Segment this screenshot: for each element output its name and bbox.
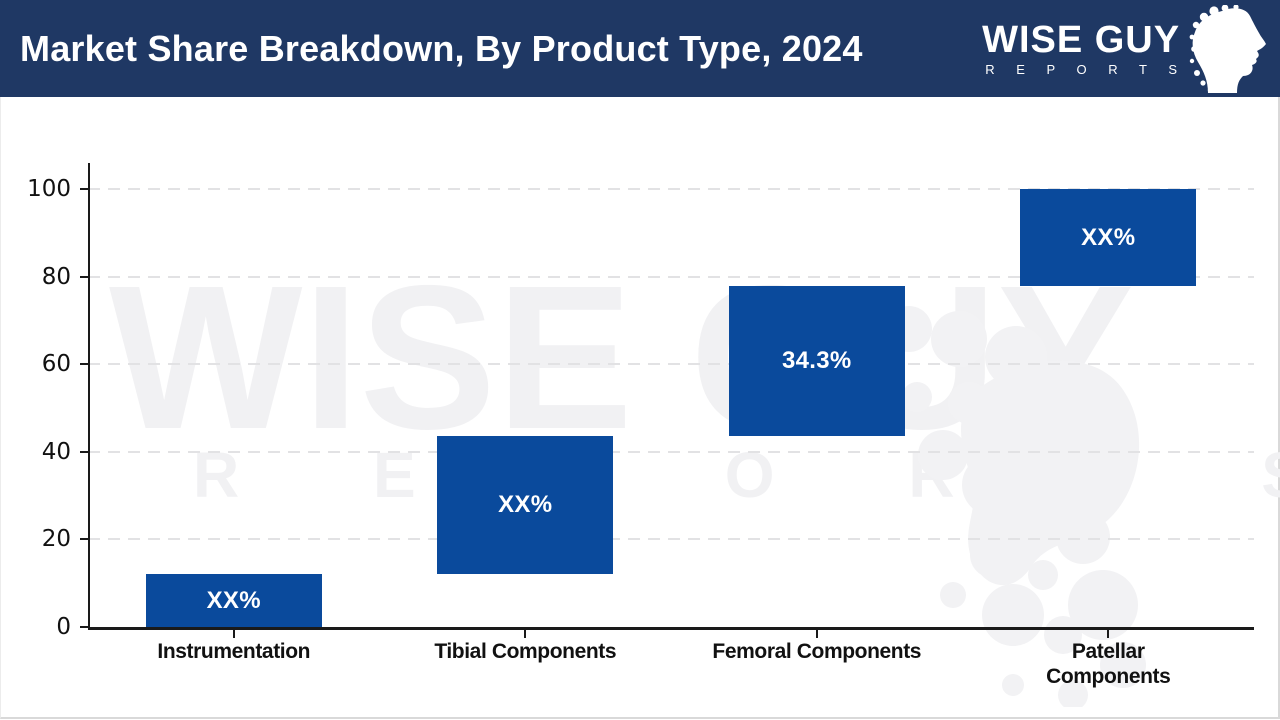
- y-tick-label: 80: [41, 263, 71, 290]
- bar-segment: XX%: [145, 574, 322, 627]
- x-tick-mark: [1107, 630, 1110, 638]
- y-tick-label: 100: [27, 176, 71, 202]
- bar-value-label: XX%: [498, 491, 553, 519]
- y-tick-label: 40: [41, 438, 71, 465]
- y-axis-line: [88, 163, 90, 630]
- bar-segment: XX%: [1020, 189, 1197, 287]
- y-gridline: [88, 188, 1254, 190]
- y-tick-label: 0: [56, 614, 71, 640]
- bar-segment: 34.3%: [728, 286, 905, 437]
- x-tick-mark: [524, 630, 527, 638]
- y-tick-mark: [80, 275, 88, 278]
- logo-subtitle: R E P O R T S: [985, 62, 1186, 77]
- y-gridline: [88, 363, 1254, 366]
- category-label: Instrumentation: [157, 640, 311, 663]
- wise-guy-reports-logo: WISE GUY R E P O R T S: [976, 4, 1266, 93]
- bar-value-label: XX%: [206, 586, 261, 614]
- bar-value-label: 34.3%: [781, 347, 852, 375]
- x-tick-mark: [815, 630, 818, 638]
- logo-face-icon: [1189, 4, 1266, 93]
- y-gridline: [88, 538, 1254, 541]
- y-tick-label: 20: [41, 526, 71, 553]
- y-tick-label: 60: [41, 351, 71, 378]
- y-gridline: [88, 450, 1254, 453]
- y-tick-mark: [80, 450, 88, 453]
- logo-wordmark: WISE GUY: [982, 19, 1181, 61]
- y-tick-mark: [80, 626, 88, 628]
- bar-segment: XX%: [437, 436, 614, 575]
- y-tick-mark: [80, 538, 88, 541]
- y-tick-mark: [80, 363, 88, 366]
- x-axis-line: [88, 627, 1254, 630]
- x-tick-mark: [232, 630, 235, 638]
- category-label: Tibial Components: [434, 640, 617, 663]
- header-banner: Market Share Breakdown, By Product Type,…: [0, 0, 1280, 97]
- page-title: Market Share Breakdown, By Product Type,…: [20, 27, 863, 69]
- chart-figure: WISE GUY R E P O R T S 0 20 40 60 80 100 XX% In…: [0, 97, 1280, 719]
- bar-value-label: XX%: [1081, 223, 1136, 251]
- y-gridline: [88, 275, 1254, 278]
- category-label: Femoral Components: [712, 640, 922, 663]
- logo-text: WISE GUY R E P O R T S: [976, 21, 1186, 76]
- category-label: Patellar Components: [1046, 640, 1171, 688]
- y-tick-mark: [80, 188, 88, 190]
